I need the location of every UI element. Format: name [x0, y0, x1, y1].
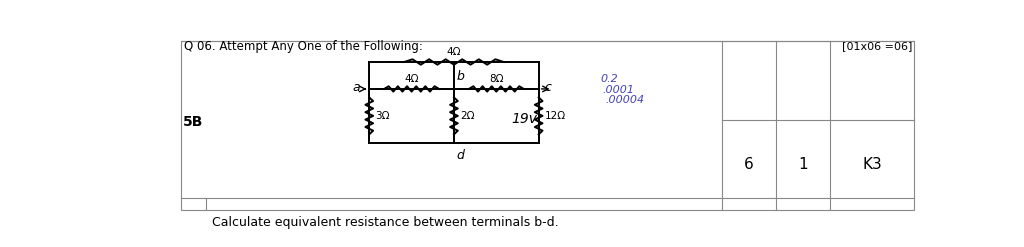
Text: 4Ω: 4Ω: [404, 74, 419, 84]
Text: 12Ω: 12Ω: [545, 111, 566, 121]
Text: c: c: [545, 81, 552, 94]
Text: 0.2: 0.2: [600, 74, 618, 84]
Text: Calculate equivalent resistance between terminals b-d.: Calculate equivalent resistance between …: [212, 216, 559, 229]
Text: d: d: [457, 149, 464, 162]
Text: 8Ω: 8Ω: [489, 74, 504, 84]
Text: 19v: 19v: [512, 112, 538, 126]
Text: 2Ω: 2Ω: [460, 111, 474, 121]
Text: 6: 6: [744, 157, 754, 172]
Text: 4Ω: 4Ω: [446, 47, 461, 57]
Text: Q 06. Attempt Any One of the Following:: Q 06. Attempt Any One of the Following:: [184, 40, 423, 53]
Text: K3: K3: [862, 157, 882, 172]
Text: 1: 1: [798, 157, 808, 172]
Text: 3Ω: 3Ω: [376, 111, 390, 121]
Text: 5B: 5B: [183, 115, 204, 129]
Text: a: a: [352, 81, 360, 94]
Bar: [180, 41, 914, 210]
Text: .0001: .0001: [602, 85, 635, 95]
Text: .00004: .00004: [605, 96, 644, 105]
Text: b: b: [457, 70, 464, 83]
Text: [01x06 =06]: [01x06 =06]: [842, 41, 912, 52]
